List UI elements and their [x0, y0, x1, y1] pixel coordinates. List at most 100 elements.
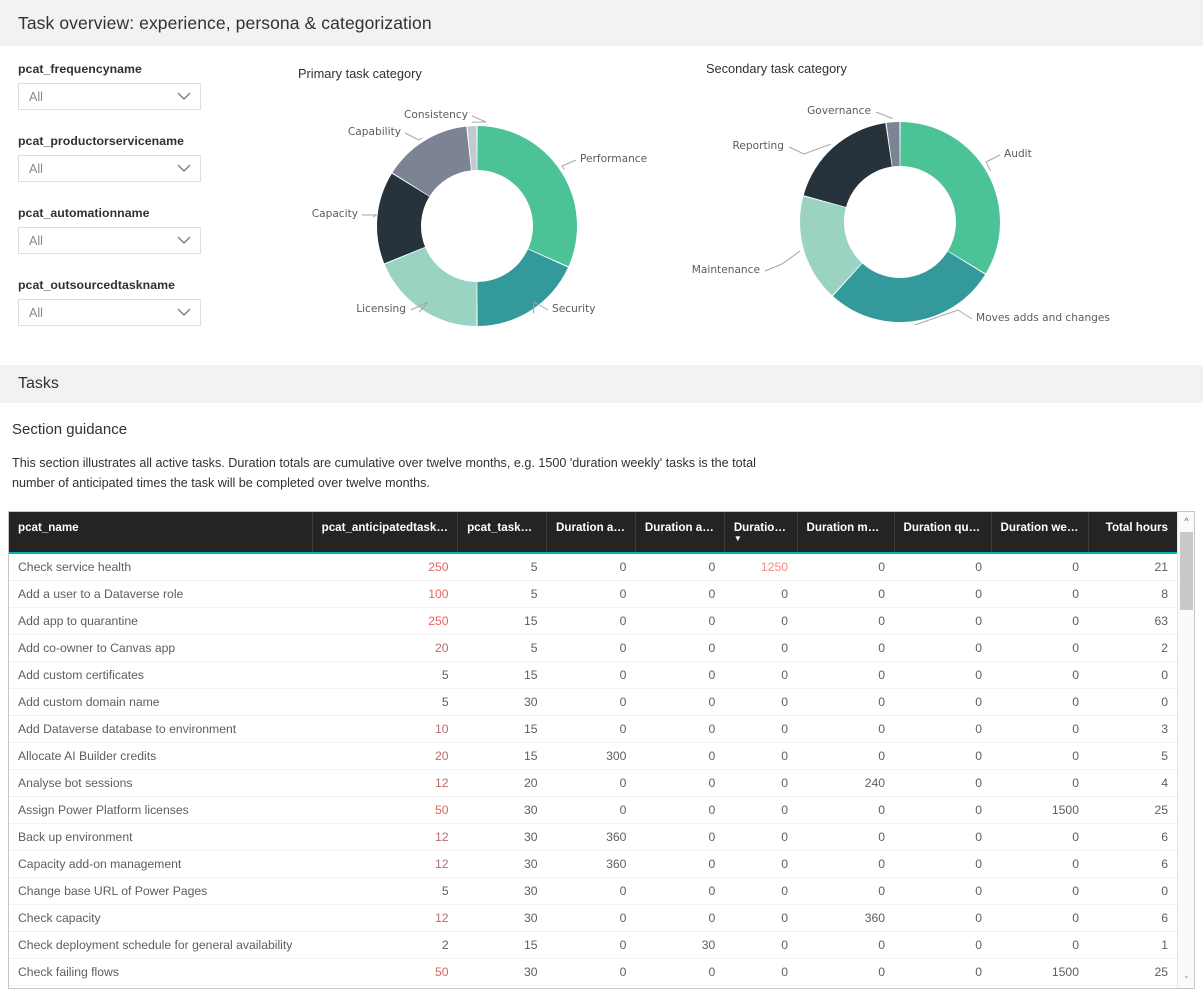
cell-adhoc: 0	[546, 688, 636, 717]
tasks-header-row: pcat_name pcat_anticipatedtaskiteratio...…	[9, 512, 1177, 554]
cell-taskdur: 15	[457, 607, 547, 636]
donut-slice[interactable]	[477, 126, 577, 267]
column-header-total[interactable]: Total hours	[1088, 512, 1177, 554]
guidance-heading: Section guidance	[12, 421, 128, 438]
donut-slice[interactable]	[392, 126, 472, 197]
donut-slice-label: Security	[552, 303, 596, 315]
filter-dropdown-productorservicename[interactable]: All	[18, 155, 201, 182]
table-row[interactable]: Add Dataverse database to environment 10 1…	[9, 715, 1177, 744]
cell-annually: 0	[635, 553, 725, 582]
donut-slice[interactable]	[477, 249, 568, 326]
cell-total: 4	[1088, 985, 1177, 989]
column-header-daily[interactable]: Duration daily▼	[724, 512, 798, 554]
column-header-weekly[interactable]: Duration weekly	[991, 512, 1089, 554]
cell-daily: 0	[724, 688, 798, 717]
cell-iterations: 250	[312, 553, 458, 582]
cell-name: Add custom domain name	[9, 688, 313, 717]
column-header-quarterly[interactable]: Duration quarterly	[894, 512, 992, 554]
table-row[interactable]: Add app to quarantine 250 15 0 0 0 0 0 0 63	[9, 607, 1177, 636]
cell-adhoc: 0	[546, 769, 636, 798]
scrollbar-thumb[interactable]	[1180, 532, 1193, 611]
cell-adhoc: 360	[546, 823, 636, 852]
cell-daily: 0	[724, 931, 798, 960]
cell-taskdur: 30	[457, 688, 547, 717]
table-row[interactable]: Add custom domain name 5 30 0 0 0 0 0 0 0	[9, 688, 1177, 717]
filter-dropdown-frequencyname[interactable]: All	[18, 83, 201, 110]
column-header-iterations[interactable]: pcat_anticipatedtaskiteratio...	[312, 512, 459, 554]
table-row[interactable]: Add custom certificates 5 15 0 0 0 0 0 0 0	[9, 661, 1177, 690]
tasks-grid: pcat_name pcat_anticipatedtaskiteratio...…	[9, 512, 1177, 989]
donut-slice[interactable]	[900, 122, 1000, 274]
scroll-down-arrow-icon[interactable]: ˇ	[1185, 974, 1188, 985]
table-row[interactable]: Assign Power Platform licenses 50 30 0 0 0 0 0 1…	[9, 796, 1177, 825]
column-header-annually[interactable]: Duration annually	[635, 512, 725, 554]
table-row[interactable]: Change base URL of Power Pages 5 30 0 0 0 0 0 0 0	[9, 877, 1177, 906]
column-header-label: Duration ad-hoc	[556, 521, 634, 535]
cell-total: 1	[1088, 931, 1177, 960]
filter-dropdown-automationname[interactable]: All	[18, 227, 201, 254]
table-vertical-scrollbar[interactable]: ^ ˇ	[1177, 512, 1194, 989]
donut-slice[interactable]	[803, 123, 892, 208]
column-header-adhoc[interactable]: Duration ad-hoc	[546, 512, 636, 554]
cell-daily: 0	[724, 769, 798, 798]
secondary-task-category-chart[interactable]: Secondary task category Audit Moves adds …	[686, 54, 1126, 354]
section-banner-tasks: Tasks	[0, 365, 1203, 403]
cell-daily: 0	[724, 742, 798, 771]
table-row[interactable]: Check capacity 12 30 0 0 0 360 0 0 6	[9, 904, 1177, 933]
donut-slice[interactable]	[800, 196, 862, 296]
donut-slice-label: Moves adds and changes	[976, 312, 1110, 324]
page-banner: Task overview: experience, persona & cat…	[0, 0, 1203, 46]
cell-iterations: 12	[312, 769, 458, 798]
cell-name: Allocate AI Builder credits	[9, 742, 313, 771]
table-row[interactable]: Check deployment schedule for general av…	[9, 931, 1177, 960]
donut-slice[interactable]	[886, 122, 900, 167]
table-row[interactable]: Analyse bot sessions 12 20 0 0 0 240 0 0 4	[9, 769, 1177, 798]
cell-taskdur: 30	[457, 904, 547, 933]
scroll-up-arrow-icon[interactable]: ^	[1184, 515, 1189, 526]
donut-slice[interactable]	[832, 251, 986, 322]
cell-total: 6	[1088, 823, 1177, 852]
cell-monthly: 240	[797, 985, 895, 989]
cell-annually: 0	[635, 985, 725, 989]
secondary-donut[interactable]	[686, 54, 1126, 354]
table-row[interactable]: Check failing flows 50 30 0 0 0 0 0 1500 25	[9, 958, 1177, 987]
filter-dropdown-outsourcedtaskname[interactable]: All	[18, 299, 201, 326]
cell-monthly: 0	[797, 715, 895, 744]
cell-quarterly: 0	[894, 823, 992, 852]
table-row[interactable]: Check for feature deprecations1220000240…	[9, 985, 1177, 989]
table-row[interactable]: Add co-owner to Canvas app 20 5 0 0 0 0 0 0 2	[9, 634, 1177, 663]
donut-slice-label: Consistency	[403, 109, 468, 121]
donut-slice[interactable]	[467, 126, 477, 171]
charts-area: Primary task category Performance Securit…	[220, 54, 1203, 361]
cell-name: Check for feature deprecations	[9, 985, 313, 989]
cell-taskdur: 5	[457, 580, 547, 609]
table-row[interactable]: Check service health 250 5 0 0 1250 0 0 0 21	[9, 553, 1177, 582]
table-row[interactable]: Back up environment 12 30 360 0 0 0 0 0 6	[9, 823, 1177, 852]
column-header-monthly[interactable]: Duration monthly	[797, 512, 895, 554]
primary-task-category-chart[interactable]: Primary task category Performance Securit…	[280, 54, 700, 354]
cell-iterations: 12	[312, 850, 458, 879]
donut-leader-line	[471, 115, 487, 123]
column-header-name[interactable]: pcat_name	[9, 512, 313, 554]
cell-total: 2	[1088, 634, 1177, 663]
cell-weekly: 0	[991, 850, 1088, 879]
filter-pcat-automationname: pcat_automationname All	[18, 206, 220, 254]
chart-title: Secondary task category	[706, 61, 847, 76]
cell-adhoc: 0	[546, 877, 636, 906]
table-row[interactable]: Capacity add-on management 12 30 360 0 0 0 0 0 6	[9, 850, 1177, 879]
cell-quarterly: 0	[894, 769, 992, 798]
donut-slice[interactable]	[377, 173, 430, 264]
cell-monthly: 0	[797, 877, 895, 906]
donut-slice[interactable]	[384, 247, 477, 326]
table-row[interactable]: Add a user to a Dataverse role 100 5 0 0 0 0 0 0…	[9, 580, 1177, 609]
cell-monthly: 0	[797, 931, 895, 960]
chevron-down-icon	[177, 92, 191, 101]
primary-donut[interactable]	[280, 54, 700, 354]
cell-quarterly: 0	[894, 607, 992, 636]
cell-adhoc: 0	[546, 904, 636, 933]
table-row[interactable]: Allocate AI Builder credits 20 15 300 0 0 0 0 0 5	[9, 742, 1177, 771]
column-header-taskdur[interactable]: pcat_taskduration	[457, 512, 547, 554]
cell-annually: 0	[635, 688, 725, 717]
cell-weekly: 0	[991, 661, 1088, 690]
cell-daily: 0	[724, 958, 798, 987]
